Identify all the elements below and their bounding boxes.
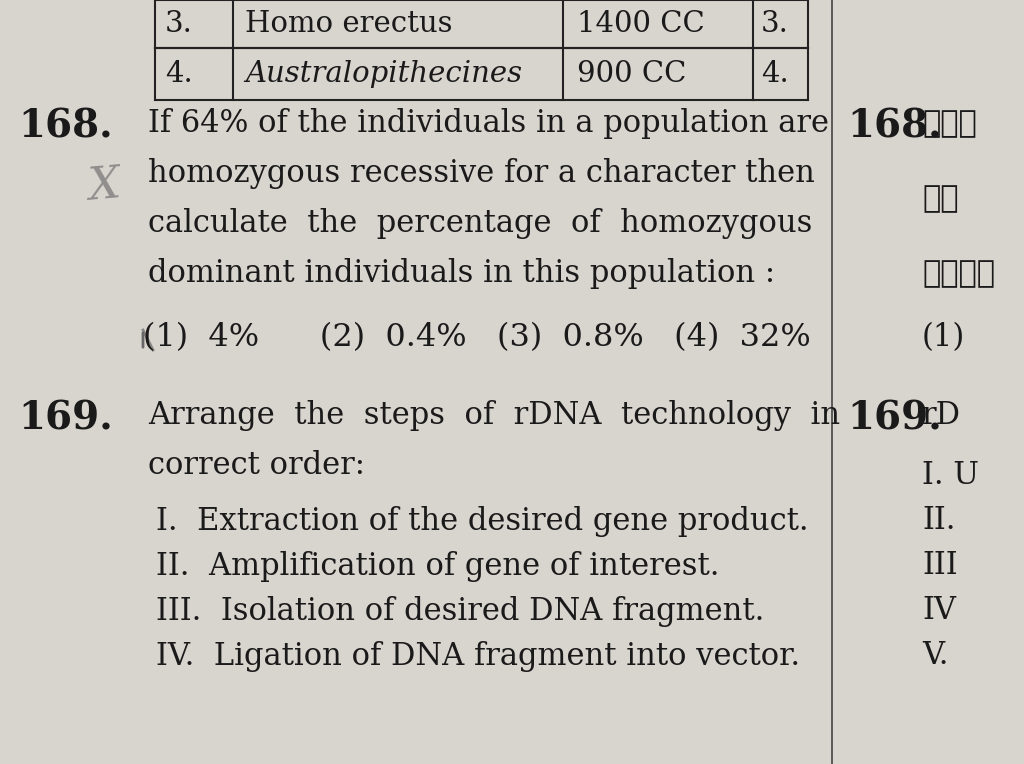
Text: homozygous recessive for a character then: homozygous recessive for a character the… — [148, 158, 815, 189]
Text: rD: rD — [922, 400, 961, 431]
Text: 168.: 168. — [847, 108, 942, 146]
Text: 169.: 169. — [847, 400, 942, 438]
Text: III.  Isolation of desired DNA fragment.: III. Isolation of desired DNA fragment. — [156, 596, 764, 627]
Text: I. U: I. U — [922, 460, 979, 491]
Text: 169.: 169. — [18, 400, 113, 438]
Text: II.  Amplification of gene of interest.: II. Amplification of gene of interest. — [156, 551, 720, 582]
Text: 168.: 168. — [18, 108, 113, 146]
Text: 900 CC: 900 CC — [577, 60, 686, 88]
Text: calculate  the  percentage  of  homozygous: calculate the percentage of homozygous — [148, 208, 812, 239]
Text: Arrange  the  steps  of  rDNA  technology  in: Arrange the steps of rDNA technology in — [148, 400, 840, 431]
Text: II.: II. — [922, 505, 955, 536]
Text: व्यि: व्यि — [922, 258, 995, 289]
Text: Australopithecines: Australopithecines — [245, 60, 522, 88]
Text: (1)  4%      (2)  0.4%   (3)  0.8%   (4)  32%: (1) 4% (2) 0.4% (3) 0.8% (4) 32% — [143, 322, 811, 353]
Text: सम: सम — [922, 183, 958, 214]
Text: If 64% of the individuals in a population are: If 64% of the individuals in a populatio… — [148, 108, 829, 139]
Text: यदि: यदि — [922, 108, 977, 139]
Text: 3.: 3. — [165, 10, 193, 38]
Text: IV.  Ligation of DNA fragment into vector.: IV. Ligation of DNA fragment into vector… — [156, 641, 800, 672]
Text: 4.: 4. — [761, 60, 788, 88]
Text: 3.: 3. — [761, 10, 788, 38]
Text: V.: V. — [922, 640, 948, 671]
Text: dominant individuals in this population :: dominant individuals in this population … — [148, 258, 775, 289]
Text: X: X — [87, 163, 123, 209]
Text: Homo erectus: Homo erectus — [245, 10, 453, 38]
Text: 1400 CC: 1400 CC — [577, 10, 705, 38]
Text: 4.: 4. — [165, 60, 193, 88]
Text: correct order:: correct order: — [148, 450, 365, 481]
Text: (1): (1) — [922, 322, 966, 353]
Text: I.  Extraction of the desired gene product.: I. Extraction of the desired gene produc… — [156, 506, 809, 537]
Text: III: III — [922, 550, 957, 581]
Text: IV: IV — [922, 595, 956, 626]
